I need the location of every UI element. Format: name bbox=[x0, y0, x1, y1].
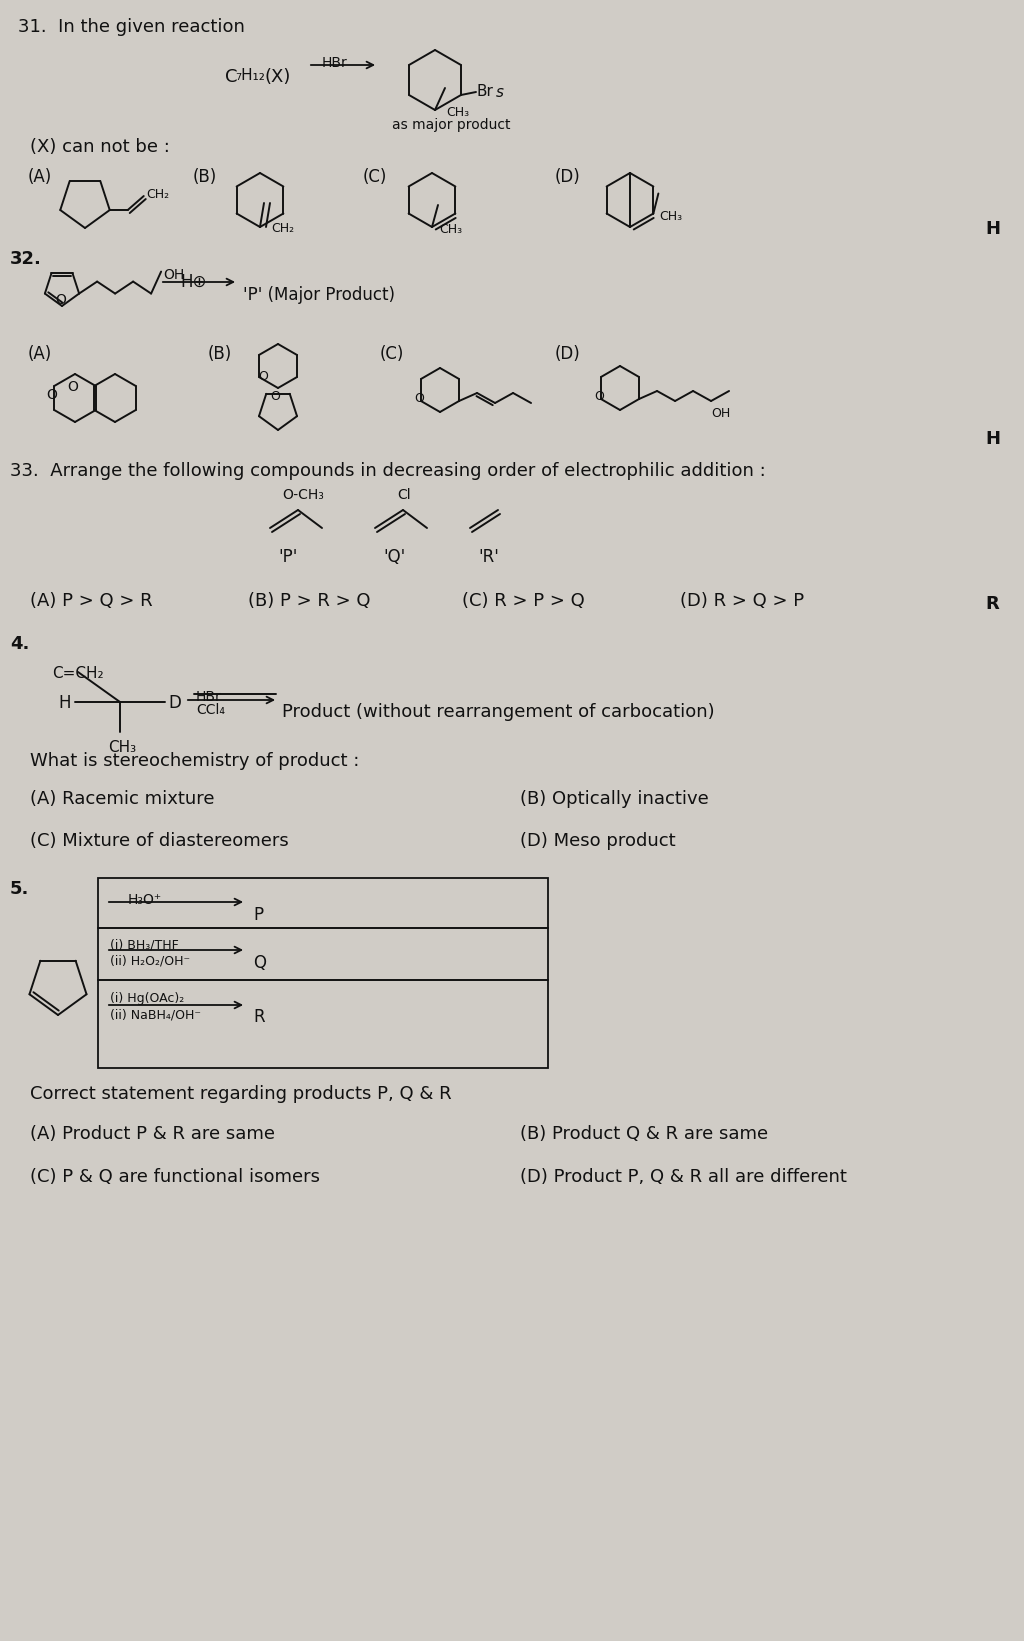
Text: O: O bbox=[67, 381, 78, 394]
Text: 'R': 'R' bbox=[478, 548, 499, 566]
Text: (C) R > P > Q: (C) R > P > Q bbox=[462, 592, 585, 610]
Text: (ii) H₂O₂/OH⁻: (ii) H₂O₂/OH⁻ bbox=[110, 953, 190, 967]
Text: HBr: HBr bbox=[196, 689, 222, 704]
Text: 5.: 5. bbox=[10, 880, 30, 898]
Text: ₇H₁₂: ₇H₁₂ bbox=[234, 67, 265, 84]
Text: 'Q': 'Q' bbox=[383, 548, 406, 566]
Text: D: D bbox=[168, 694, 181, 712]
Text: (D) R > Q > P: (D) R > Q > P bbox=[680, 592, 804, 610]
Text: C=CH₂: C=CH₂ bbox=[52, 666, 103, 681]
Text: What is stereochemistry of product :: What is stereochemistry of product : bbox=[30, 752, 359, 770]
Text: (D): (D) bbox=[555, 167, 581, 185]
Bar bbox=[98, 878, 548, 1068]
Text: O: O bbox=[594, 391, 604, 404]
Text: H: H bbox=[985, 220, 1000, 238]
Text: 32.: 32. bbox=[10, 249, 42, 267]
Text: H₃O⁺: H₃O⁺ bbox=[128, 893, 162, 907]
Text: (A) Product P & R are same: (A) Product P & R are same bbox=[30, 1126, 275, 1144]
Text: O: O bbox=[258, 369, 268, 382]
Text: (A): (A) bbox=[28, 167, 52, 185]
Text: Br: Br bbox=[477, 84, 494, 98]
Text: (B): (B) bbox=[193, 167, 217, 185]
Text: (B) Optically inactive: (B) Optically inactive bbox=[520, 789, 709, 807]
Text: (D) Product P, Q & R all are different: (D) Product P, Q & R all are different bbox=[520, 1168, 847, 1186]
Text: O-CH₃: O-CH₃ bbox=[282, 487, 324, 502]
Text: CH₂: CH₂ bbox=[146, 189, 170, 202]
Text: (C) P & Q are functional isomers: (C) P & Q are functional isomers bbox=[30, 1168, 319, 1186]
Text: (C): (C) bbox=[362, 167, 387, 185]
Text: 'P' (Major Product): 'P' (Major Product) bbox=[243, 286, 395, 304]
Text: Q: Q bbox=[253, 953, 266, 971]
Text: OH: OH bbox=[711, 407, 730, 420]
Text: (ii) NaBH₄/OH⁻: (ii) NaBH₄/OH⁻ bbox=[110, 1008, 201, 1021]
Text: (i) BH₃/THF: (i) BH₃/THF bbox=[110, 939, 179, 952]
Text: (X): (X) bbox=[265, 67, 292, 85]
Text: O: O bbox=[46, 387, 57, 402]
Text: 33.  Arrange the following compounds in decreasing order of electrophilic additi: 33. Arrange the following compounds in d… bbox=[10, 463, 766, 481]
Text: CCl₄: CCl₄ bbox=[196, 702, 225, 717]
Text: Correct statement regarding products P, Q & R: Correct statement regarding products P, … bbox=[30, 1085, 452, 1103]
Text: (B) P > R > Q: (B) P > R > Q bbox=[248, 592, 371, 610]
Text: H: H bbox=[985, 430, 1000, 448]
Text: (A): (A) bbox=[28, 345, 52, 363]
Text: O: O bbox=[414, 392, 424, 405]
Text: (i) Hg(OAc)₂: (i) Hg(OAc)₂ bbox=[110, 993, 184, 1004]
Text: C: C bbox=[225, 67, 238, 85]
Text: (A) P > Q > R: (A) P > Q > R bbox=[30, 592, 153, 610]
Text: as major product: as major product bbox=[392, 118, 511, 131]
Text: (A) Racemic mixture: (A) Racemic mixture bbox=[30, 789, 214, 807]
Text: CH₃: CH₃ bbox=[439, 223, 462, 236]
Text: (C): (C) bbox=[380, 345, 404, 363]
Text: CH₃: CH₃ bbox=[659, 210, 683, 223]
Text: 4.: 4. bbox=[10, 635, 30, 653]
Text: HBr: HBr bbox=[322, 56, 348, 71]
Text: (C) Mixture of diastereomers: (C) Mixture of diastereomers bbox=[30, 832, 289, 850]
Text: Cl: Cl bbox=[397, 487, 411, 502]
Text: H⊕: H⊕ bbox=[180, 272, 207, 290]
Text: 'P': 'P' bbox=[278, 548, 297, 566]
Text: H: H bbox=[58, 694, 71, 712]
Text: s: s bbox=[496, 85, 504, 100]
Text: O: O bbox=[270, 391, 280, 404]
Text: Product (without rearrangement of carbocation): Product (without rearrangement of carboc… bbox=[282, 702, 715, 720]
Text: OH: OH bbox=[163, 267, 184, 282]
Text: (D): (D) bbox=[555, 345, 581, 363]
Text: (X) can not be :: (X) can not be : bbox=[30, 138, 170, 156]
Text: 31.  In the given reaction: 31. In the given reaction bbox=[18, 18, 245, 36]
Text: CH₂: CH₂ bbox=[271, 222, 294, 235]
Text: R: R bbox=[253, 1008, 264, 1026]
Text: O: O bbox=[55, 294, 66, 307]
Text: R: R bbox=[985, 596, 998, 614]
Text: (B): (B) bbox=[208, 345, 232, 363]
Text: (B) Product Q & R are same: (B) Product Q & R are same bbox=[520, 1126, 768, 1144]
Text: (D) Meso product: (D) Meso product bbox=[520, 832, 676, 850]
Text: CH₃: CH₃ bbox=[108, 740, 136, 755]
Text: P: P bbox=[253, 906, 263, 924]
Text: CH₃: CH₃ bbox=[446, 107, 469, 120]
